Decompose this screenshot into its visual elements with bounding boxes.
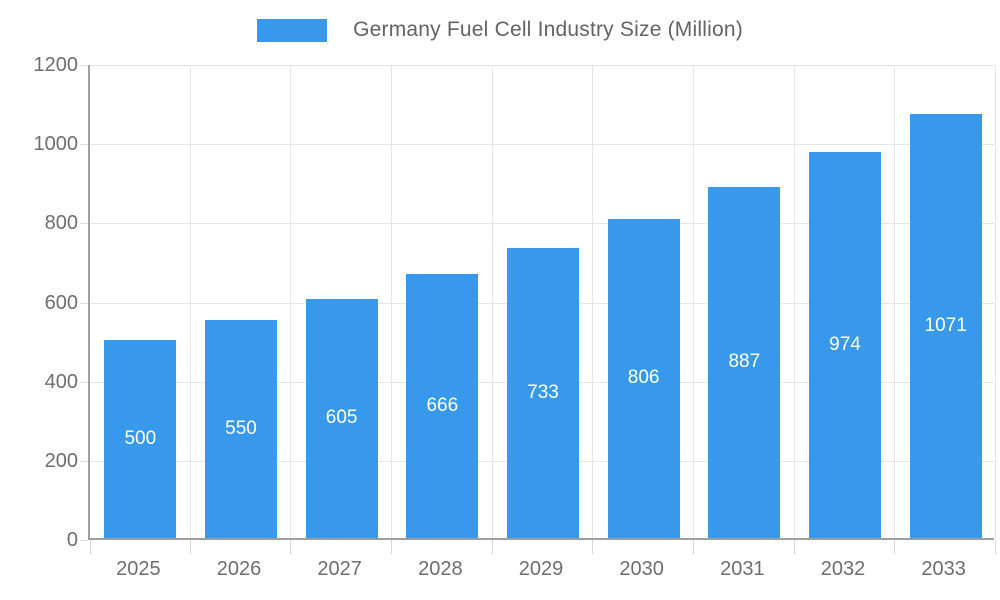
x-tick-mark bbox=[491, 540, 493, 554]
gridline-vertical bbox=[693, 65, 694, 538]
legend-label: Germany Fuel Cell Industry Size (Million… bbox=[353, 18, 743, 41]
x-axis-tick-label: 2030 bbox=[619, 558, 664, 580]
y-tick-mark bbox=[80, 223, 88, 225]
bar-2025[interactable]: 500 bbox=[104, 340, 177, 538]
y-axis-tick-label: 1200 bbox=[33, 54, 79, 76]
bar-value-label: 733 bbox=[527, 381, 559, 403]
y-axis-tick-label: 600 bbox=[44, 291, 78, 314]
bar-2033[interactable]: 1071 bbox=[909, 114, 982, 538]
bar-value-label: 605 bbox=[325, 407, 358, 429]
x-axis-tick-label: 2033 bbox=[921, 558, 966, 580]
x-tick-mark bbox=[90, 540, 91, 554]
x-tick-mark bbox=[391, 540, 392, 554]
y-tick-mark bbox=[80, 144, 88, 146]
x-tick-mark bbox=[592, 540, 594, 554]
bar-value-label: 974 bbox=[829, 334, 861, 356]
x-tick-mark bbox=[894, 540, 896, 554]
legend-swatch-icon bbox=[257, 18, 328, 42]
gridline-vertical bbox=[995, 65, 996, 538]
bar-2030[interactable]: 806 bbox=[607, 218, 680, 538]
x-tick-mark bbox=[189, 540, 191, 554]
x-axis-tick-label: 2027 bbox=[317, 558, 362, 580]
x-tick-mark bbox=[793, 540, 795, 554]
bar-2028[interactable]: 666 bbox=[406, 274, 479, 538]
y-tick-mark bbox=[80, 65, 88, 66]
bar-2027[interactable]: 605 bbox=[305, 298, 378, 538]
x-tick-mark bbox=[995, 540, 996, 554]
y-axis-tick-label: 0 bbox=[66, 529, 78, 551]
y-axis-tick-label: 1000 bbox=[33, 133, 79, 156]
gridline-vertical bbox=[793, 65, 795, 538]
gridline-vertical bbox=[894, 65, 896, 538]
y-axis-tick-label: 200 bbox=[44, 449, 78, 472]
legend: Germany Fuel Cell Industry Size (Million… bbox=[0, 18, 1000, 42]
x-tick-mark bbox=[693, 540, 694, 554]
x-axis-tick-label: 2026 bbox=[216, 558, 262, 580]
y-tick-mark bbox=[80, 381, 88, 383]
gridline-horizontal bbox=[90, 65, 994, 66]
bar-value-label: 806 bbox=[627, 367, 660, 389]
x-tick-mark bbox=[290, 540, 292, 554]
bar-value-label: 666 bbox=[426, 395, 459, 417]
bar-value-label: 500 bbox=[124, 428, 157, 450]
gridline-vertical bbox=[491, 65, 493, 538]
y-tick-mark bbox=[80, 460, 88, 462]
y-tick-mark bbox=[80, 302, 88, 304]
bar-2026[interactable]: 550 bbox=[205, 320, 277, 538]
x-axis-tick-label: 2025 bbox=[116, 558, 161, 580]
gridline-vertical bbox=[189, 65, 191, 538]
x-axis-tick-label: 2029 bbox=[518, 558, 564, 580]
gridline-vertical bbox=[391, 65, 392, 538]
bar-value-label: 887 bbox=[728, 351, 761, 373]
plot-area: 500 550 605 666 733 806 887 974 1071 bbox=[80, 65, 996, 554]
gridline-vertical bbox=[290, 65, 292, 538]
bar-value-label: 1071 bbox=[924, 315, 967, 337]
x-axis-tick-label: 2028 bbox=[418, 558, 463, 580]
x-axis-tick-label: 2032 bbox=[820, 558, 866, 580]
gridline-horizontal bbox=[90, 223, 994, 225]
bar-value-label: 550 bbox=[225, 418, 257, 440]
y-tick-mark bbox=[80, 540, 88, 541]
gridline-vertical bbox=[592, 65, 594, 538]
bar-2032[interactable]: 974 bbox=[809, 152, 881, 538]
x-axis-tick-label: 2031 bbox=[720, 558, 765, 580]
gridline-horizontal bbox=[90, 144, 994, 146]
y-axis-tick-label: 800 bbox=[44, 212, 78, 235]
bar-2031[interactable]: 887 bbox=[708, 186, 781, 538]
bar-2029[interactable]: 733 bbox=[507, 247, 579, 538]
y-axis-tick-label: 400 bbox=[44, 370, 78, 393]
